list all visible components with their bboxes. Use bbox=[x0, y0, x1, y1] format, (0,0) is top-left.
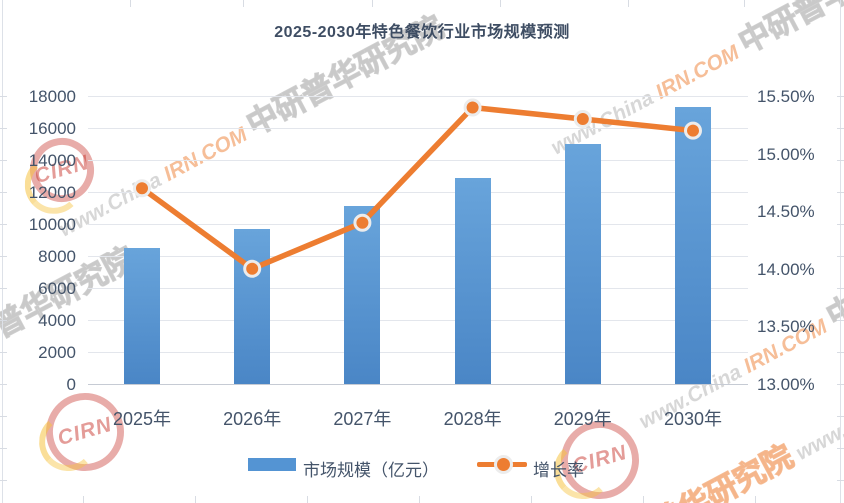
gridline bbox=[88, 288, 748, 289]
right-axis-tick-label: 15.00% bbox=[757, 144, 815, 164]
x-axis-label: 2025年 bbox=[112, 409, 172, 429]
cell-border bbox=[372, 0, 373, 7]
cell-border bbox=[419, 496, 420, 503]
cell-border bbox=[0, 384, 7, 385]
cell-border bbox=[837, 160, 844, 161]
legend-line-marker-icon bbox=[494, 455, 513, 474]
cell-border bbox=[243, 0, 244, 7]
right-axis-tick-label: 13.00% bbox=[757, 375, 815, 394]
cell-border bbox=[307, 496, 308, 503]
cell-border bbox=[643, 496, 644, 503]
cell-border bbox=[83, 496, 84, 503]
cell-border bbox=[0, 352, 7, 353]
legend: 市场规模（亿元） 增长率 bbox=[0, 453, 844, 480]
cell-border bbox=[531, 496, 532, 503]
cell-border bbox=[130, 0, 131, 7]
right-axis-tick-label: 14.50% bbox=[757, 202, 815, 222]
gridline bbox=[88, 96, 748, 97]
x-axis-line bbox=[88, 384, 748, 385]
gridline bbox=[88, 160, 748, 161]
left-axis-tick-label: 6000 bbox=[38, 279, 76, 298]
right-axis-tick-label: 14.00% bbox=[757, 259, 815, 279]
x-axis-label: 2027年 bbox=[333, 409, 392, 429]
gridline bbox=[88, 320, 748, 321]
cell-border bbox=[837, 96, 844, 97]
gridline bbox=[88, 224, 748, 225]
right-axis-tick-label: 15.50% bbox=[757, 87, 815, 106]
cell-border bbox=[0, 256, 7, 257]
cell-border bbox=[0, 480, 7, 481]
cell-border bbox=[837, 288, 844, 289]
cell-border bbox=[2, 0, 3, 503]
bar-2030年 bbox=[675, 107, 711, 384]
cell-border bbox=[840, 0, 841, 503]
cell-border bbox=[837, 224, 844, 225]
growth-line-marker bbox=[573, 110, 592, 128]
cell-border bbox=[837, 384, 844, 385]
bar-2027年 bbox=[344, 206, 381, 384]
cell-border bbox=[0, 416, 7, 417]
cell-border bbox=[0, 288, 7, 289]
cell-border bbox=[837, 352, 844, 353]
x-axis-label: 2030年 bbox=[663, 409, 723, 429]
cell-border bbox=[0, 224, 7, 225]
bar-2025年 bbox=[124, 248, 160, 384]
cell-border bbox=[0, 160, 7, 161]
left-axis-tick-label: 8000 bbox=[38, 247, 76, 266]
bar-2029年 bbox=[564, 144, 601, 384]
cell-border bbox=[837, 480, 844, 481]
cell-border bbox=[195, 496, 196, 503]
cell-border bbox=[500, 0, 501, 7]
x-axis-label: 2026年 bbox=[223, 409, 282, 429]
legend-bar-label: 市场规模（亿元） bbox=[303, 461, 439, 480]
left-axis-tick-label: 14000 bbox=[28, 151, 76, 170]
cell-border bbox=[628, 0, 629, 7]
growth-line-marker bbox=[133, 179, 151, 198]
cell-border bbox=[837, 416, 844, 417]
gridline bbox=[88, 192, 748, 193]
cell-border bbox=[0, 448, 7, 449]
right-axis-tick-label: 13.50% bbox=[757, 317, 815, 337]
bar-2028年 bbox=[454, 177, 491, 384]
chart-title: 2025-2030年特色餐饮行业市场规模预测 bbox=[274, 24, 570, 41]
left-axis-tick-label: 12000 bbox=[28, 183, 76, 202]
left-axis-tick-label: 4000 bbox=[38, 311, 76, 330]
x-axis-label: 2028年 bbox=[443, 409, 502, 429]
bar-2026年 bbox=[234, 228, 271, 384]
left-axis-tick-label: 16000 bbox=[28, 119, 76, 138]
left-axis-tick-label: 2000 bbox=[38, 343, 76, 362]
cell-border bbox=[0, 96, 7, 97]
gridline bbox=[88, 256, 748, 257]
cell-border bbox=[837, 448, 844, 449]
cell-border bbox=[0, 192, 7, 193]
gridline bbox=[88, 352, 748, 353]
cell-border bbox=[0, 128, 7, 129]
cell-border bbox=[755, 496, 756, 503]
cell-border bbox=[837, 256, 844, 257]
x-axis-label: 2029年 bbox=[553, 409, 612, 429]
cell-border bbox=[744, 0, 745, 7]
left-axis-tick-label: 0 bbox=[66, 375, 76, 394]
legend-line-label: 增长率 bbox=[533, 461, 584, 480]
growth-line bbox=[139, 104, 696, 272]
growth-line-marker bbox=[463, 98, 482, 117]
watermark-url-highlight: IRN.COM bbox=[159, 122, 252, 186]
gridline bbox=[88, 128, 748, 129]
left-axis-tick-label: 10000 bbox=[28, 215, 76, 234]
cell-border bbox=[837, 128, 844, 129]
left-axis-tick-label: 18000 bbox=[28, 87, 76, 106]
cell-border bbox=[837, 320, 844, 321]
legend-bar-swatch bbox=[248, 458, 296, 471]
watermark-text: 中研普华研究院 www.China bbox=[587, 376, 844, 503]
cell-border bbox=[0, 320, 7, 321]
cell-border bbox=[837, 192, 844, 193]
